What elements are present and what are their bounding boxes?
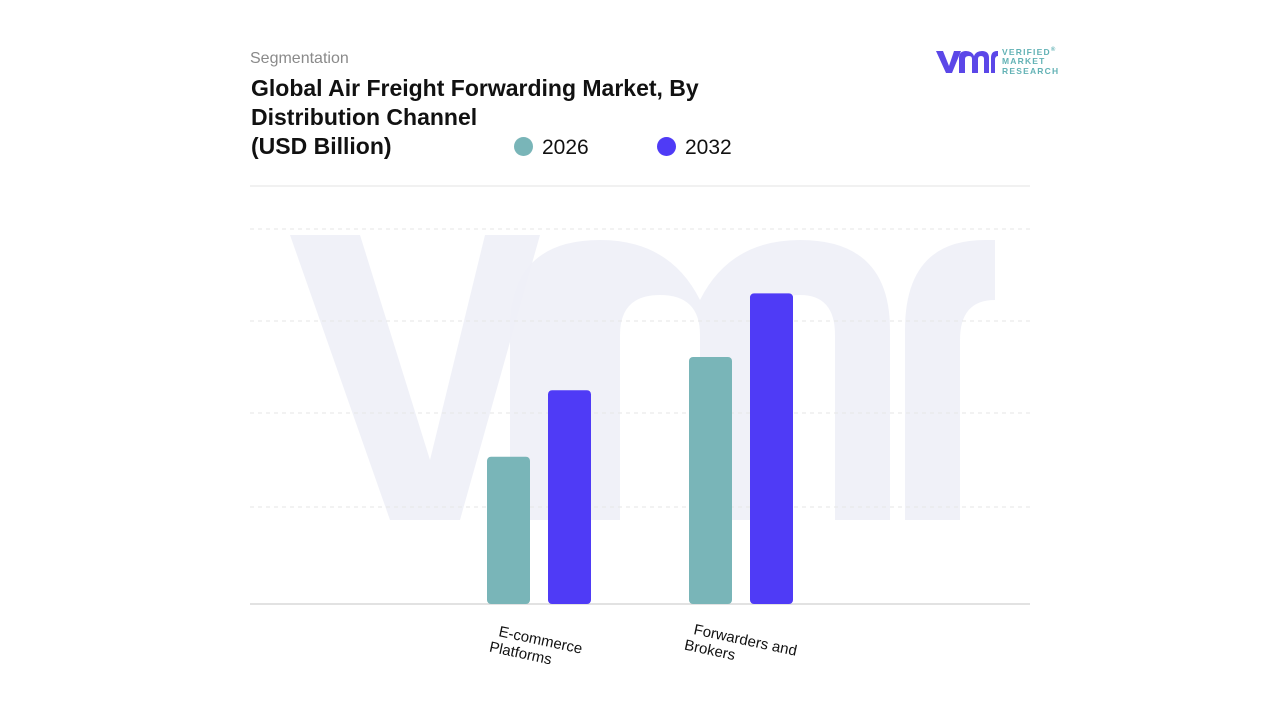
bar-ecommerce-2026 (487, 456, 530, 604)
legend-item-2026: 2026 (514, 133, 589, 163)
legend-swatch-2026 (514, 136, 533, 156)
logo-line-1: VERIFIED® (1002, 46, 1057, 57)
eyebrow-label: Segmentation (250, 50, 349, 67)
chart-title: Global Air Freight Forwarding Market, By… (251, 74, 771, 161)
bar-forwarders-2026 (689, 357, 732, 604)
x-tick-label-1: Forwarders andBrokers (683, 620, 799, 676)
bar-ecommerce-2032 (548, 390, 591, 604)
legend-label-2026: 2026 (542, 136, 589, 159)
title-line-2: Distribution Channel (251, 104, 478, 130)
title-line-3: (USD Billion) (251, 133, 392, 159)
vmr-logo-mark (936, 51, 998, 73)
logo-line-3: RESEARCH (1002, 65, 1060, 76)
gridlines (250, 185, 1030, 605)
legend-item-2032: 2032 (657, 133, 732, 163)
bars-group (487, 293, 793, 604)
vmr-watermark (290, 235, 995, 520)
vmr-logo: VERIFIED® MARKET RESEARCH (935, 44, 1065, 78)
x-tick-labels: E-commercePlatforms Forwarders andBrokers (488, 620, 799, 676)
bar-forwarders-2032 (750, 293, 793, 604)
legend-label-2032: 2032 (685, 136, 732, 159)
vmr-logo-text: VERIFIED® MARKET RESEARCH (1002, 46, 1059, 76)
legend-swatch-2032 (657, 136, 676, 156)
title-line-1: Global Air Freight Forwarding Market, By (251, 75, 699, 101)
x-tick-label-0: E-commercePlatforms (488, 622, 584, 674)
logo-line-2: MARKET (1002, 56, 1046, 67)
